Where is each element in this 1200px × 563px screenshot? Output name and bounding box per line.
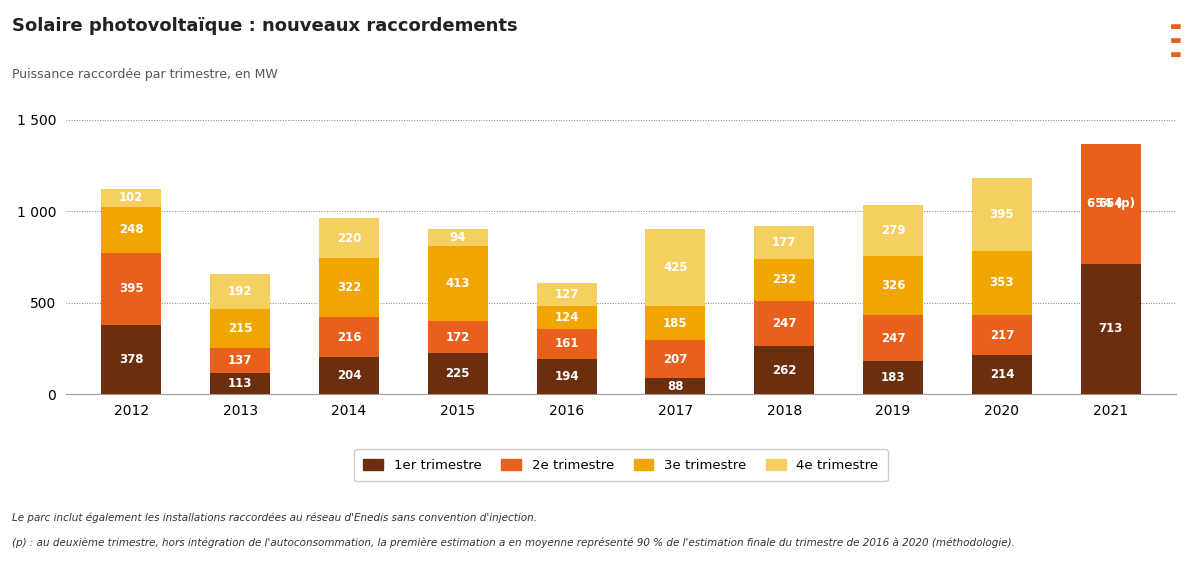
Bar bbox=[210, 309, 270, 348]
Bar bbox=[646, 340, 706, 378]
Bar bbox=[536, 329, 596, 359]
Bar bbox=[210, 348, 270, 373]
Bar bbox=[428, 321, 487, 353]
Text: 247: 247 bbox=[772, 317, 797, 330]
Bar bbox=[755, 258, 814, 301]
Text: 713: 713 bbox=[1098, 323, 1123, 336]
Bar bbox=[210, 373, 270, 394]
Text: 183: 183 bbox=[881, 371, 905, 384]
Bar bbox=[319, 258, 379, 318]
Legend: 1er trimestre, 2e trimestre, 3e trimestre, 4e trimestre: 1er trimestre, 2e trimestre, 3e trimestr… bbox=[354, 449, 888, 481]
Text: 247: 247 bbox=[881, 332, 905, 345]
Bar bbox=[863, 361, 923, 394]
Bar bbox=[319, 318, 379, 357]
Bar bbox=[1081, 263, 1141, 394]
Text: 217: 217 bbox=[990, 329, 1014, 342]
Bar bbox=[1081, 144, 1141, 263]
Bar bbox=[646, 306, 706, 340]
Text: 137: 137 bbox=[228, 354, 252, 368]
Bar bbox=[101, 253, 161, 325]
Bar bbox=[319, 357, 379, 394]
Bar bbox=[863, 256, 923, 315]
Text: ▬: ▬ bbox=[1170, 34, 1182, 47]
Text: ▬: ▬ bbox=[1170, 48, 1182, 61]
Text: 378: 378 bbox=[119, 353, 144, 366]
Bar bbox=[319, 218, 379, 258]
Text: 94: 94 bbox=[450, 231, 466, 244]
Text: 216: 216 bbox=[337, 330, 361, 343]
Text: 185: 185 bbox=[664, 317, 688, 330]
Bar bbox=[536, 306, 596, 329]
Text: 654: 654 bbox=[1098, 197, 1123, 211]
Text: 172: 172 bbox=[445, 330, 470, 343]
Text: 248: 248 bbox=[119, 224, 144, 236]
Bar bbox=[863, 205, 923, 256]
Text: 113: 113 bbox=[228, 377, 252, 390]
Text: ▬: ▬ bbox=[1170, 20, 1182, 33]
Bar bbox=[755, 226, 814, 258]
Text: 204: 204 bbox=[337, 369, 361, 382]
Text: Solaire photovoltaïque : nouveaux raccordements: Solaire photovoltaïque : nouveaux raccor… bbox=[12, 17, 517, 35]
Text: 127: 127 bbox=[554, 288, 578, 301]
Text: Puissance raccordée par trimestre, en MW: Puissance raccordée par trimestre, en MW bbox=[12, 68, 277, 81]
Text: (p) : au deuxième trimestre, hors intégration de l'autoconsommation, la première: (p) : au deuxième trimestre, hors intégr… bbox=[12, 538, 1015, 548]
Text: 262: 262 bbox=[772, 364, 797, 377]
Text: 177: 177 bbox=[772, 236, 797, 249]
Bar bbox=[755, 346, 814, 394]
Bar bbox=[972, 315, 1032, 355]
Bar bbox=[646, 378, 706, 394]
Text: 88: 88 bbox=[667, 379, 684, 392]
Text: 232: 232 bbox=[772, 273, 797, 286]
Text: Le parc inclut également les installations raccordées au réseau d'Enedis sans co: Le parc inclut également les installatio… bbox=[12, 512, 538, 523]
Bar bbox=[972, 355, 1032, 394]
Bar bbox=[428, 229, 487, 246]
Bar bbox=[863, 315, 923, 361]
Text: 124: 124 bbox=[554, 311, 578, 324]
Bar bbox=[101, 325, 161, 394]
Bar bbox=[972, 178, 1032, 251]
Text: 207: 207 bbox=[664, 352, 688, 365]
Text: 322: 322 bbox=[337, 282, 361, 294]
Text: 279: 279 bbox=[881, 224, 905, 237]
Bar bbox=[428, 246, 487, 321]
Text: 192: 192 bbox=[228, 285, 252, 298]
Text: 425: 425 bbox=[664, 261, 688, 274]
Text: 225: 225 bbox=[445, 367, 470, 380]
Text: 654 (p): 654 (p) bbox=[1087, 197, 1135, 211]
Text: 161: 161 bbox=[554, 337, 578, 350]
Text: 214: 214 bbox=[990, 368, 1014, 381]
Bar bbox=[428, 353, 487, 394]
Text: 413: 413 bbox=[445, 277, 470, 290]
Bar bbox=[536, 283, 596, 306]
Text: 353: 353 bbox=[990, 276, 1014, 289]
Text: 395: 395 bbox=[990, 208, 1014, 221]
Text: 395: 395 bbox=[119, 282, 144, 296]
Bar bbox=[101, 207, 161, 253]
Bar bbox=[536, 359, 596, 394]
Text: 215: 215 bbox=[228, 322, 252, 335]
Text: 326: 326 bbox=[881, 279, 905, 292]
Text: 194: 194 bbox=[554, 370, 578, 383]
Text: 102: 102 bbox=[119, 191, 144, 204]
Bar bbox=[101, 189, 161, 207]
Bar bbox=[210, 274, 270, 309]
Bar bbox=[755, 301, 814, 346]
Bar bbox=[972, 251, 1032, 315]
Bar bbox=[646, 229, 706, 306]
Text: 220: 220 bbox=[337, 232, 361, 245]
